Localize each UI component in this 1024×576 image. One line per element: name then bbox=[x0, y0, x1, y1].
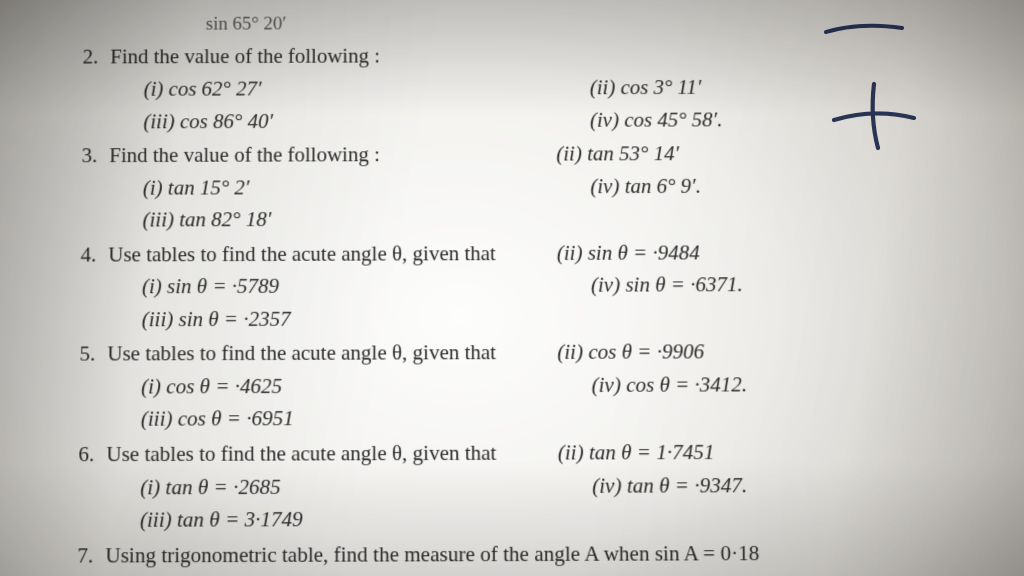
question-7: 7. Using trigonometric table, find the m… bbox=[51, 536, 1012, 572]
q2-part-iv: (iv) cos 45° 58′. bbox=[590, 107, 723, 131]
q4-part-iii: (iii) sin θ = ·2357 bbox=[142, 307, 291, 332]
page-content: sin 65° 20′ 2. Find the value of the fol… bbox=[0, 1, 1024, 576]
q7-number: 7. bbox=[51, 539, 106, 572]
q5-part-iv: (iv) cos θ = ·3412. bbox=[592, 372, 748, 397]
q6-part-ii: (ii) tan θ = 1·7451 bbox=[558, 440, 715, 465]
q4-part-ii: (ii) sin θ = ·9484 bbox=[557, 240, 700, 264]
q7-stem: Using trigonometric table, find the meas… bbox=[105, 536, 1011, 572]
q4-part-iv: (iv) sin θ = ·6371. bbox=[591, 272, 743, 296]
q4-number: 4. bbox=[54, 238, 108, 271]
q5-number: 5. bbox=[53, 338, 107, 371]
q6-stem: Use tables to find the acute angle θ, gi… bbox=[106, 441, 496, 467]
question-2: 2. Find the value of the following : (i)… bbox=[56, 38, 1003, 138]
q3-stem: Find the value of the following : bbox=[109, 142, 380, 167]
q5-part-i: (i) cos θ = ·4625 bbox=[141, 374, 282, 399]
q5-part-ii: (ii) cos θ = ·9906 bbox=[557, 340, 704, 365]
q3-part-iv: (iv) tan 6° 9′. bbox=[590, 174, 701, 198]
q5-stem: Use tables to find the acute angle θ, gi… bbox=[107, 340, 496, 365]
question-5: 5. Use tables to find the acute angle θ,… bbox=[52, 335, 1009, 436]
q2-part-ii: (ii) cos 3° 11′ bbox=[590, 75, 702, 99]
q5-part-iii: (iii) cos θ = ·6951 bbox=[141, 407, 294, 432]
q2-part-i: (i) cos 62° 27′ bbox=[144, 77, 262, 101]
q3-number: 3. bbox=[55, 139, 109, 171]
question-6: 6. Use tables to find the acute angle θ,… bbox=[51, 435, 1011, 537]
question-3: 3. Find the value of the following : (ii… bbox=[55, 136, 1005, 236]
q2-stem: Find the value of the following : bbox=[110, 38, 1002, 73]
q2-number: 2. bbox=[56, 41, 110, 73]
q6-number: 6. bbox=[52, 438, 107, 471]
q3-part-i: (i) tan 15° 2′ bbox=[143, 175, 250, 199]
q6-part-iv: (iv) tan θ = ·9347. bbox=[592, 473, 747, 498]
cropped-prev-line: sin 65° 20′ bbox=[57, 7, 1001, 39]
q6-part-iii: (iii) tan θ = 3·1749 bbox=[140, 507, 303, 532]
q4-part-i: (i) sin θ = ·5789 bbox=[142, 274, 279, 298]
prev-text: sin 65° 20′ bbox=[206, 10, 287, 39]
q3-part-ii: (ii) tan 53° 14′ bbox=[556, 141, 679, 165]
q6-part-i: (i) tan θ = ·2685 bbox=[140, 474, 280, 499]
q4-stem: Use tables to find the acute angle θ, gi… bbox=[108, 241, 496, 266]
q2-part-iii: (iii) cos 86° 40′ bbox=[143, 109, 273, 133]
q3-part-iii: (iii) tan 82° 18′ bbox=[142, 207, 271, 231]
question-4: 4. Use tables to find the acute angle θ,… bbox=[53, 235, 1006, 336]
